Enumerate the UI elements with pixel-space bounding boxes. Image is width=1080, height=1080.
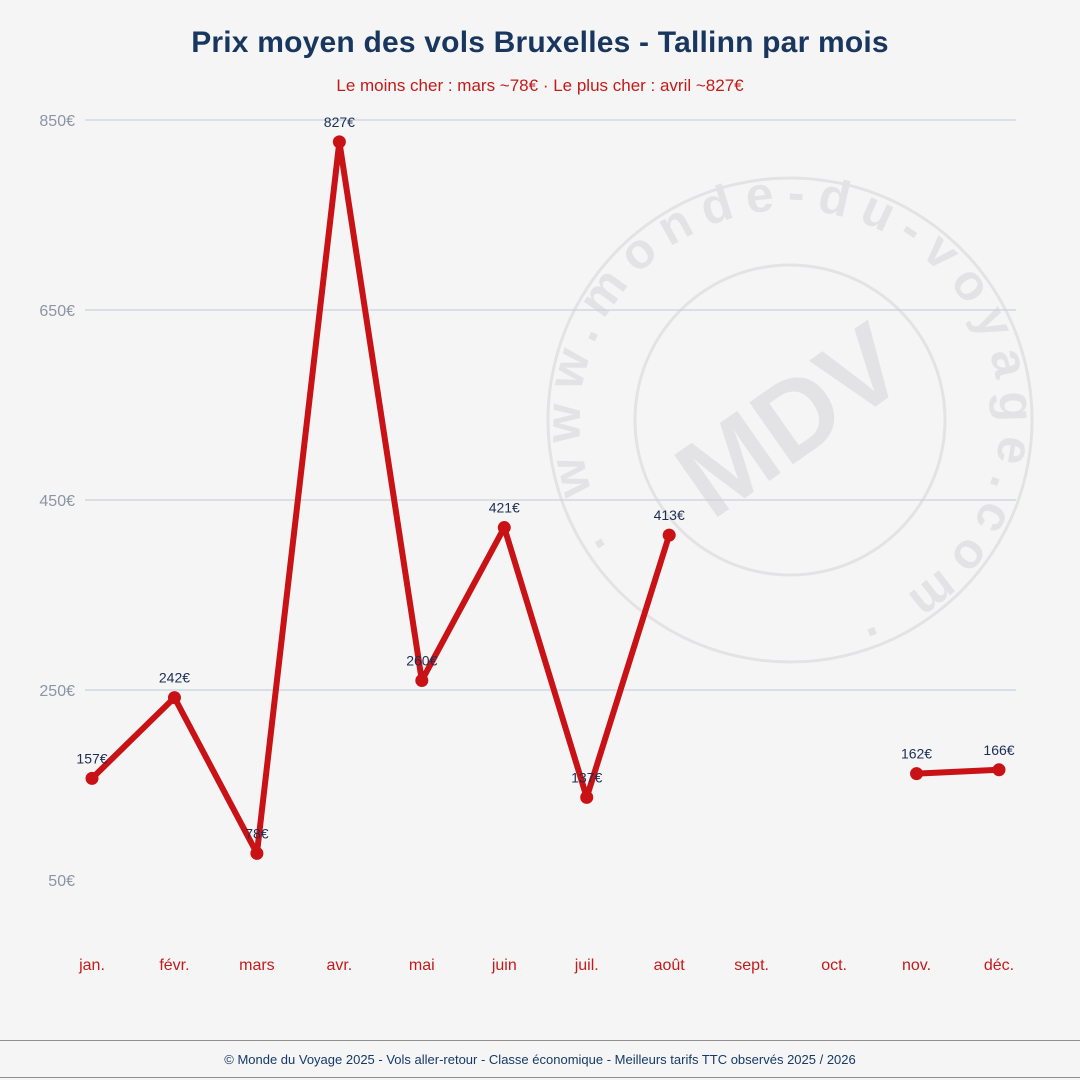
footer-text: © Monde du Voyage 2025 - Vols aller-reto… [224, 1052, 856, 1067]
point-value-label: 421€ [489, 500, 520, 516]
point-value-label: 166€ [983, 742, 1014, 758]
x-axis-month-label: juin [491, 957, 517, 974]
point-value-label: 827€ [324, 114, 355, 130]
watermark-center-text: MDV [655, 300, 926, 541]
watermark-outer-ring [546, 176, 1034, 664]
data-point [580, 790, 594, 804]
point-value-label: 78€ [245, 825, 269, 841]
x-axis-month-label: juil. [574, 957, 599, 974]
point-value-label: 157€ [76, 750, 107, 766]
x-axis-month-label: sept. [734, 957, 769, 974]
point-value-label: 137€ [571, 769, 602, 785]
footer-bar: © Monde du Voyage 2025 - Vols aller-reto… [0, 1040, 1080, 1078]
x-axis-month-label: févr. [159, 957, 189, 974]
data-point [910, 767, 924, 781]
y-axis-tick-label: 250€ [39, 683, 75, 700]
watermark-inner-ring [633, 263, 947, 577]
y-axis-tick-label: 850€ [39, 113, 75, 130]
x-axis-month-label: jan. [78, 957, 105, 974]
price-line-chart: · www.monde-du-voyage.com ·MDV 850€ 650€ 45… [39, 64, 1080, 974]
x-axis-month-label: août [654, 957, 686, 974]
data-point [332, 135, 346, 149]
price-line-segment [913, 766, 1002, 777]
y-axis-tick-label: 450€ [39, 493, 75, 510]
watermark: · www.monde-du-voyage.com ·MDV [434, 64, 1080, 776]
x-axis-month-label: oct. [821, 957, 847, 974]
price-line-segment [89, 138, 673, 857]
data-point [497, 521, 511, 535]
x-axis-month-label: avr. [326, 957, 352, 974]
data-point [992, 763, 1006, 777]
data-point [250, 846, 264, 860]
point-value-label: 162€ [901, 746, 932, 762]
y-axis-tick-label: 650€ [39, 303, 75, 320]
point-value-label: 413€ [654, 507, 685, 523]
data-point [85, 771, 99, 785]
point-value-label: 242€ [159, 670, 190, 686]
x-axis-month-label: nov. [902, 957, 931, 974]
y-axis-tick-label: 50€ [48, 873, 75, 890]
x-axis-month-label: déc. [984, 957, 1014, 974]
data-point [167, 691, 181, 705]
data-point [662, 528, 676, 542]
page-title: Prix moyen des vols Bruxelles - Tallinn … [191, 26, 889, 59]
chart-subtitle: Le moins cher : mars ~78€ · Le plus cher… [336, 76, 744, 95]
data-point [415, 674, 429, 687]
point-value-label: 260€ [406, 653, 437, 669]
x-axis-month-label: mai [409, 957, 435, 974]
x-axis-month-label: mars [239, 957, 275, 974]
